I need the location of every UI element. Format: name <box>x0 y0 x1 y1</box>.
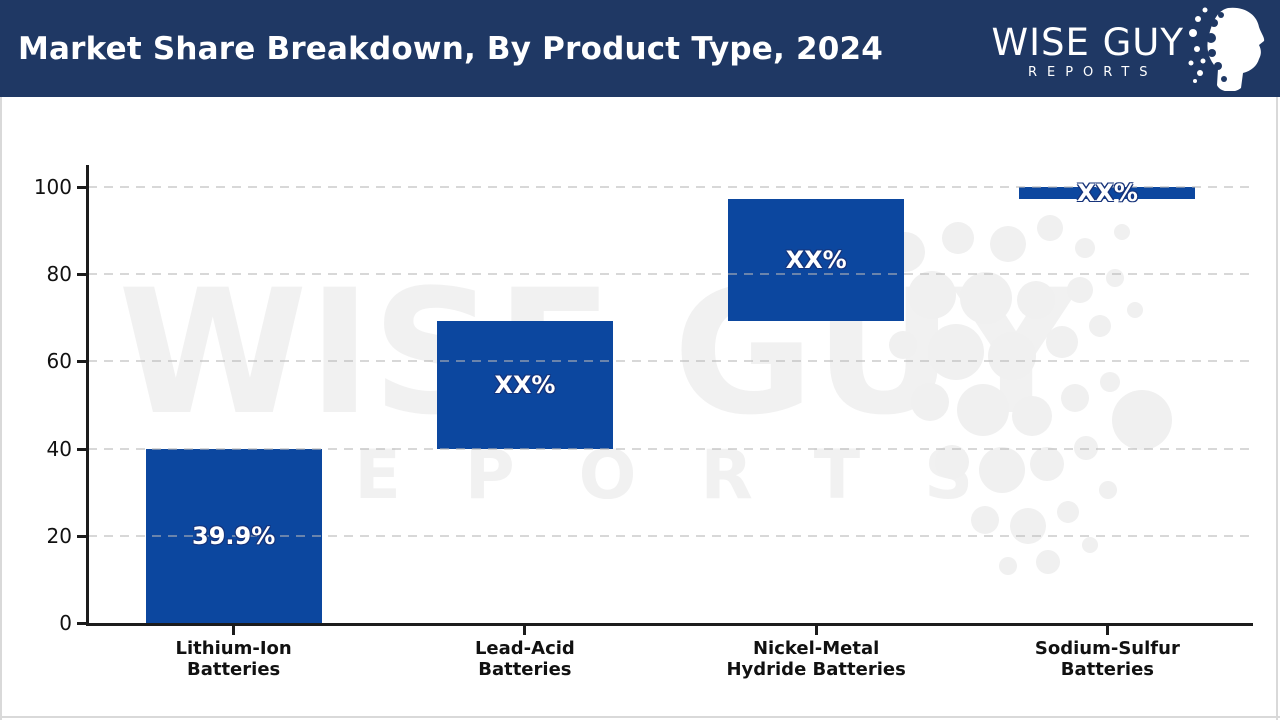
watermark-dot <box>1010 508 1046 544</box>
y-tick-label: 20 <box>46 523 72 548</box>
y-axis-tick <box>77 360 86 364</box>
header-bar: Market Share Breakdown, By Product Type,… <box>0 0 1280 97</box>
x-category-label-line: Sodium-Sulfur <box>1034 638 1180 659</box>
y-tick-label: 60 <box>46 349 72 374</box>
watermark-dot <box>1075 238 1095 258</box>
gridline <box>88 273 1253 276</box>
watermark-dot <box>911 383 949 421</box>
gridline <box>88 360 1253 363</box>
y-axis-tick <box>77 186 86 189</box>
watermark-dot <box>988 332 1036 380</box>
y-axis-tick <box>77 534 86 538</box>
watermark-dot <box>1036 550 1060 574</box>
x-category-label-line: Batteries <box>1060 659 1154 680</box>
bar-value-label: XX% <box>785 246 847 275</box>
y-tick-label: 40 <box>46 436 72 461</box>
x-axis-tick <box>523 626 527 635</box>
bar-value-label: XX% <box>494 371 556 400</box>
watermark-dot <box>1082 537 1098 553</box>
page-title: Market Share Breakdown, By Product Type,… <box>18 30 884 67</box>
watermark-dot <box>971 506 999 534</box>
x-axis-tick <box>232 626 236 635</box>
x-category-label-line: Nickel-Metal <box>752 638 880 659</box>
y-tick-label: 80 <box>46 262 72 287</box>
x-category-label-line: Batteries <box>186 659 281 680</box>
watermark-dot <box>960 272 1012 324</box>
x-category-label: Lithium-Ion Batteries <box>94 638 374 680</box>
x-category-label: Lead-Acid Batteries <box>385 638 665 680</box>
brand-name: WISE GUY <box>991 20 1184 64</box>
gridline <box>88 534 1253 537</box>
frame-border-right <box>1276 97 1278 720</box>
watermark-dot <box>979 447 1025 493</box>
bar-segment <box>728 199 905 322</box>
watermark-dot <box>999 557 1017 575</box>
bar-value-label: 39.9% <box>191 522 276 551</box>
watermark-dot <box>1127 302 1143 318</box>
watermark-dot <box>1114 224 1130 240</box>
y-axis-tick <box>77 447 86 451</box>
watermark-dot <box>889 331 917 359</box>
frame-border-bottom <box>0 716 1280 718</box>
watermark-dot <box>1100 372 1120 392</box>
x-category-label-line: Batteries <box>478 659 572 680</box>
watermark-dot <box>1067 277 1093 303</box>
brand-logo: WISE GUY REPORTS <box>992 5 1266 91</box>
x-axis-tick <box>814 626 818 635</box>
y-axis-tick <box>77 622 86 625</box>
watermark-dot <box>935 445 969 479</box>
watermark-dot <box>942 222 974 254</box>
watermark-dot <box>1037 215 1063 241</box>
bar-segment <box>436 321 613 450</box>
x-axis-tick <box>1105 626 1109 635</box>
x-category-label-line: Lead-Acid <box>474 638 575 659</box>
watermark-dot <box>1057 501 1079 523</box>
watermark-dot <box>1046 326 1078 358</box>
watermark-dot <box>957 384 1009 436</box>
x-axis <box>86 623 1253 626</box>
bar-segment <box>1019 187 1196 200</box>
brand-subtitle: REPORTS <box>1027 64 1158 80</box>
gridline <box>88 447 1253 450</box>
watermark-dot <box>1017 281 1055 319</box>
x-category-label-line: Lithium-Ion <box>175 638 292 659</box>
watermark-dot <box>928 324 984 380</box>
brand-logo-text: WISE GUY REPORTS <box>991 20 1184 80</box>
bar-value-label: XX% <box>1076 179 1138 208</box>
frame-border-left <box>0 97 2 720</box>
gridline <box>88 186 1253 188</box>
x-category-label-line: Hydride Batteries <box>726 659 906 680</box>
x-category-label: Nickel-Metal Hydride Batteries <box>676 638 956 680</box>
x-category-label: Sodium-Sulfur Batteries <box>967 638 1247 680</box>
y-tick-label: 0 <box>59 611 72 635</box>
watermark-dot <box>990 226 1026 262</box>
watermark-dot <box>1099 481 1117 499</box>
y-tick-label: 100 <box>33 175 72 199</box>
watermark-dot <box>1030 447 1064 481</box>
watermark-dot <box>908 271 956 319</box>
watermark-dot <box>1106 269 1124 287</box>
dotted-head-icon <box>1188 7 1265 91</box>
y-axis-tick <box>77 273 86 277</box>
watermark-dot <box>1061 384 1089 412</box>
y-axis <box>86 165 89 626</box>
watermark-dot <box>1012 396 1052 436</box>
watermark-dot <box>1089 315 1111 337</box>
watermark-dot <box>1112 390 1172 450</box>
